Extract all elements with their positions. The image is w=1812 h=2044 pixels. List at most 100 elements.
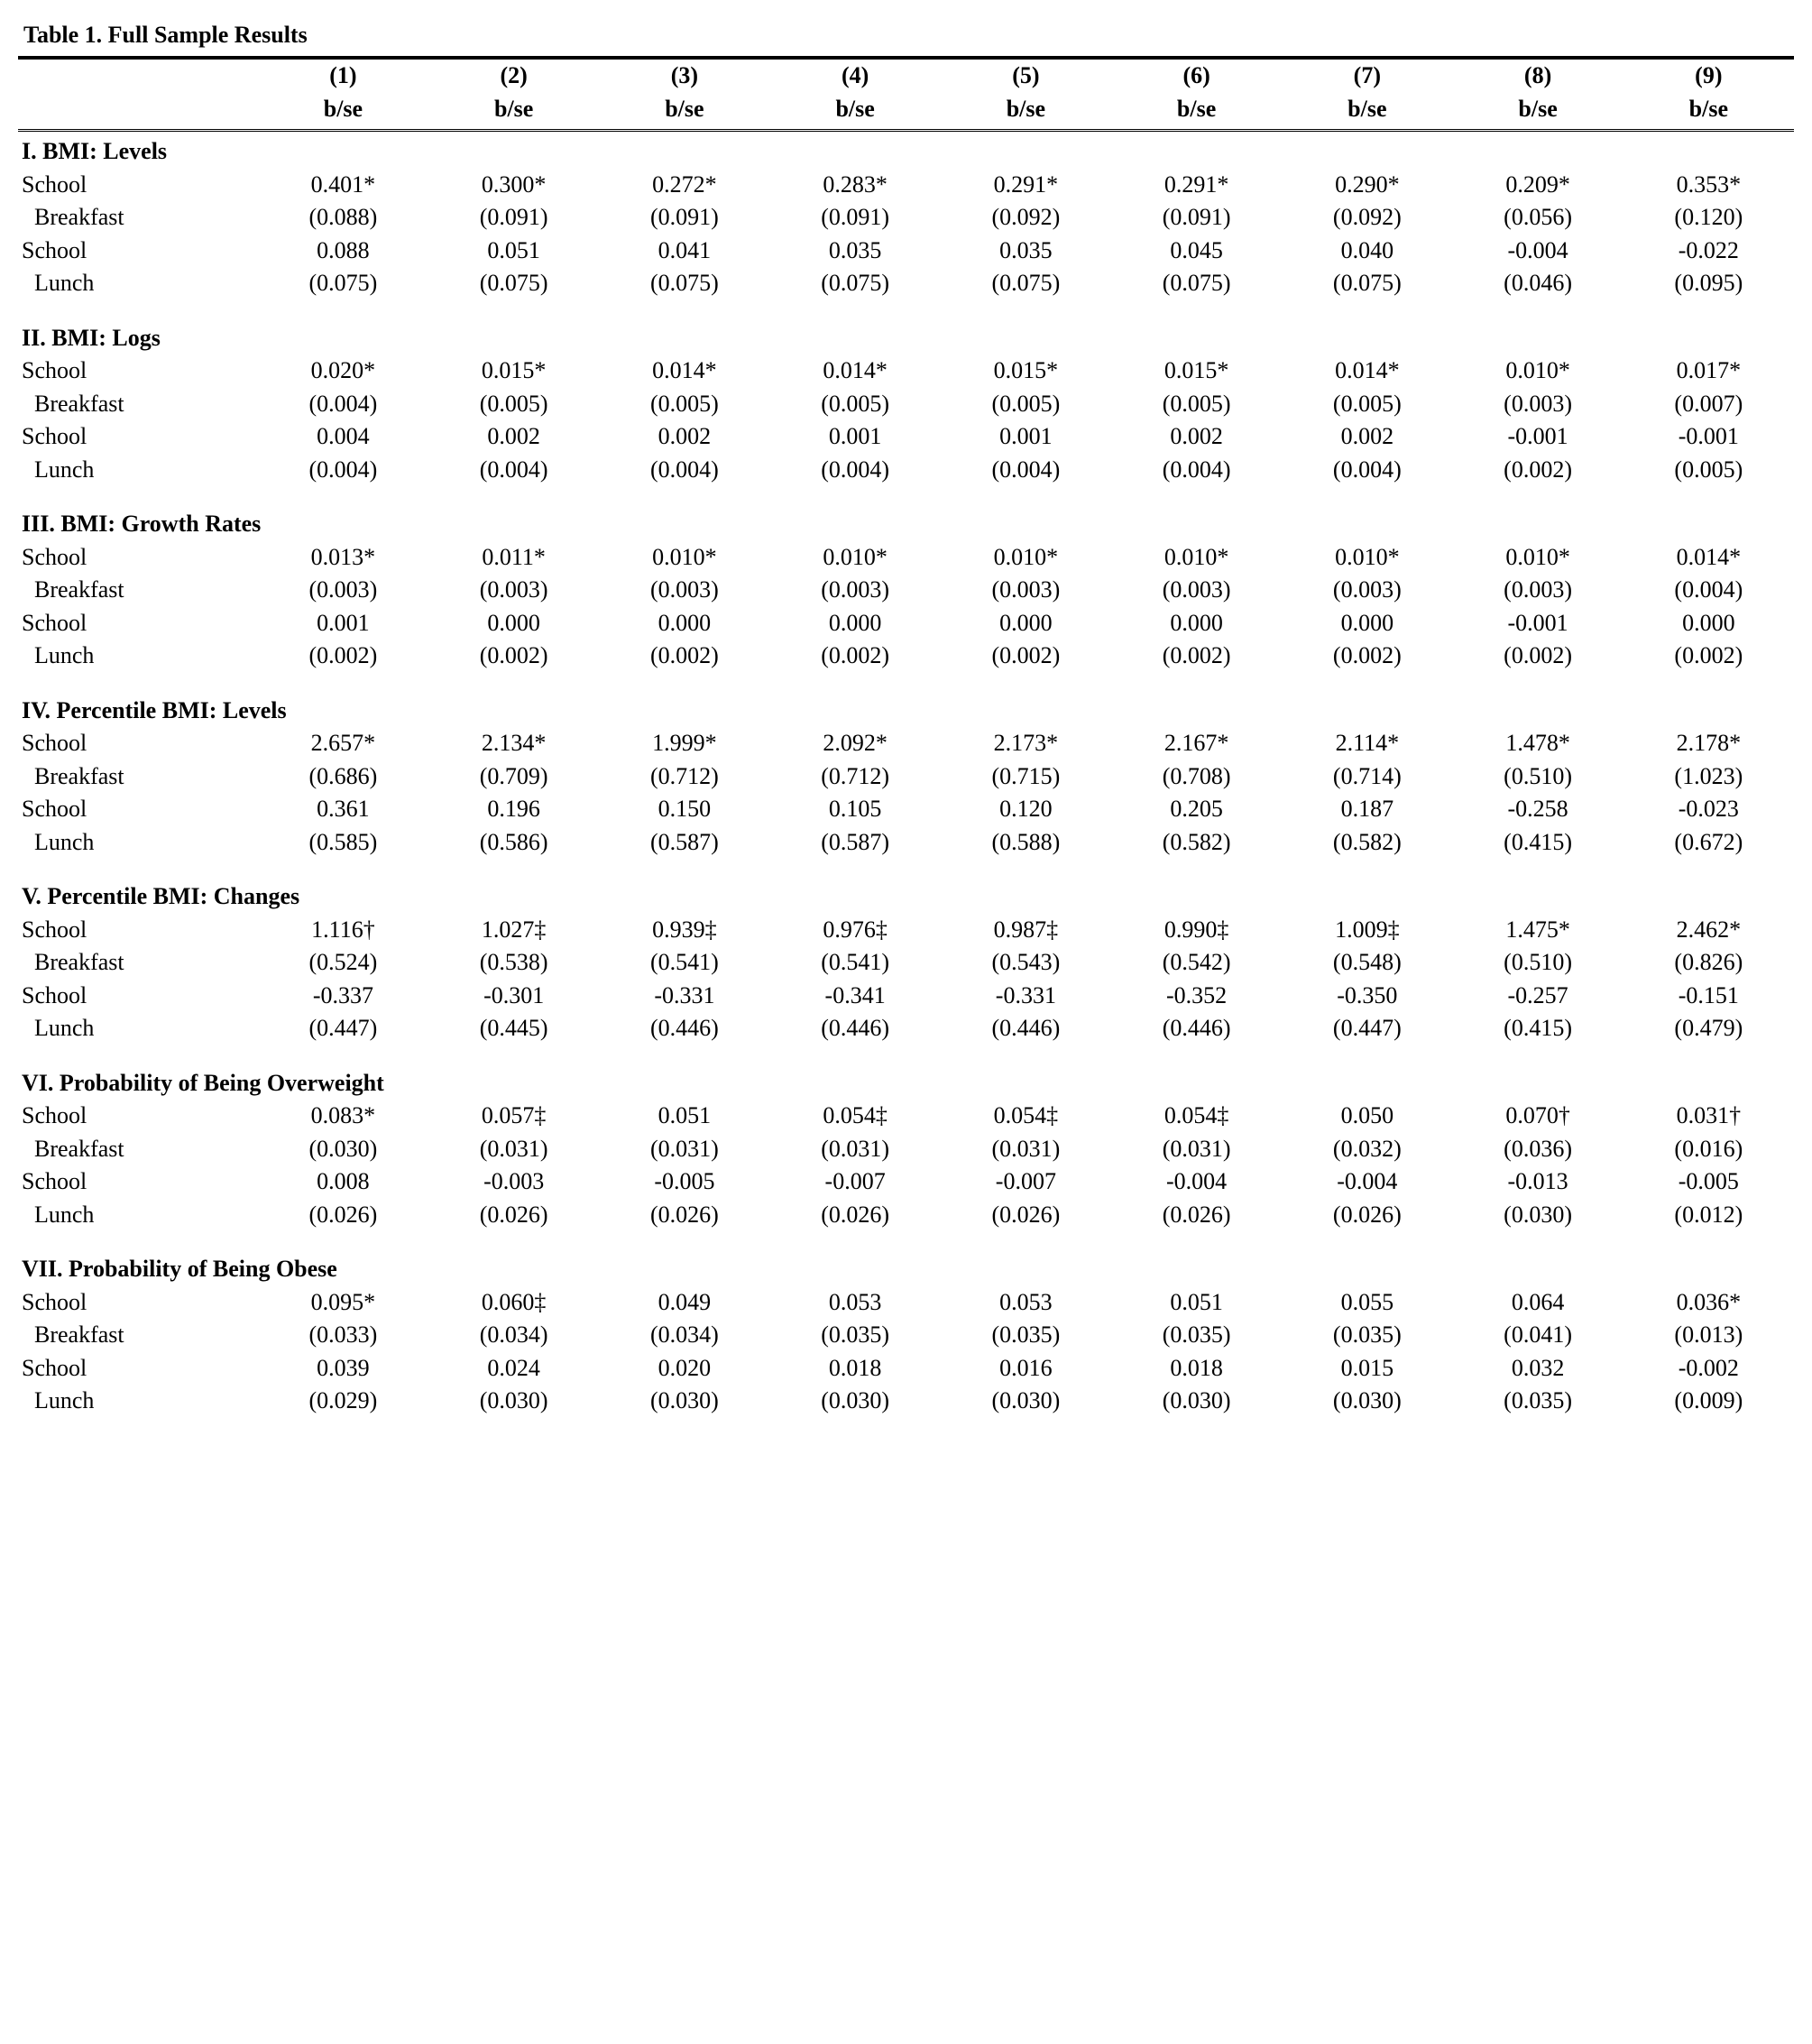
lunch-se-row: Lunch(0.002)(0.002)(0.002)(0.002)(0.002)… — [18, 640, 1794, 673]
cell: 0.010* — [1452, 354, 1623, 388]
cell: -0.001 — [1452, 420, 1623, 454]
col-header: (4) — [770, 59, 941, 93]
row-label: Breakfast — [18, 388, 258, 421]
row-label: Lunch — [18, 267, 258, 300]
cell: (0.002) — [1452, 640, 1623, 673]
cell: 0.095* — [258, 1286, 428, 1320]
col-header: (9) — [1623, 59, 1794, 93]
cell: 0.000 — [941, 607, 1111, 640]
row-label: School — [18, 420, 258, 454]
breakfast-se-row: Breakfast(0.088)(0.091)(0.091)(0.091)(0.… — [18, 201, 1794, 235]
cell: (0.029) — [258, 1385, 428, 1418]
cell: 2.462* — [1623, 914, 1794, 947]
cell: -0.001 — [1623, 420, 1794, 454]
cell: 0.015* — [941, 354, 1111, 388]
breakfast-b-row: School0.083*0.057‡0.0510.054‡0.054‡0.054… — [18, 1100, 1794, 1133]
lunch-se-row: Lunch(0.026)(0.026)(0.026)(0.026)(0.026)… — [18, 1199, 1794, 1232]
panel-heading-row: III. BMI: Growth Rates — [18, 486, 1794, 541]
cell: -0.022 — [1623, 235, 1794, 268]
cell: (0.446) — [941, 1012, 1111, 1045]
col-subheader: b/se — [1623, 93, 1794, 131]
cell: 0.051 — [1111, 1286, 1282, 1320]
cell: (0.709) — [428, 760, 599, 794]
cell: (0.005) — [1623, 454, 1794, 487]
cell: (0.030) — [1282, 1385, 1452, 1418]
row-label: School — [18, 1100, 258, 1133]
cell: 0.002 — [1282, 420, 1452, 454]
cell: (0.091) — [599, 201, 769, 235]
col-subheader: b/se — [941, 93, 1111, 131]
cell: 0.014* — [1623, 541, 1794, 575]
cell: -0.258 — [1452, 793, 1623, 826]
panel-heading: IV. Percentile BMI: Levels — [18, 673, 1794, 728]
cell: -0.337 — [258, 980, 428, 1013]
cell: (0.030) — [1452, 1199, 1623, 1232]
cell: -0.352 — [1111, 980, 1282, 1013]
col-header: (6) — [1111, 59, 1282, 93]
cell: 0.041 — [599, 235, 769, 268]
cell: (0.075) — [1111, 267, 1282, 300]
cell: (0.030) — [428, 1385, 599, 1418]
cell: 0.002 — [599, 420, 769, 454]
cell: (1.023) — [1623, 760, 1794, 794]
row-label: Breakfast — [18, 201, 258, 235]
cell: (0.075) — [428, 267, 599, 300]
cell: 0.014* — [599, 354, 769, 388]
cell: (0.031) — [941, 1133, 1111, 1166]
col-subheader: b/se — [1452, 93, 1623, 131]
cell: (0.447) — [258, 1012, 428, 1045]
header-blank — [18, 93, 258, 131]
cell: (0.004) — [258, 388, 428, 421]
cell: (0.479) — [1623, 1012, 1794, 1045]
cell: (0.095) — [1623, 267, 1794, 300]
cell: (0.672) — [1623, 826, 1794, 860]
cell: 0.015* — [1111, 354, 1282, 388]
cell: 0.290* — [1282, 169, 1452, 202]
cell: (0.585) — [258, 826, 428, 860]
breakfast-b-row: School2.657*2.134*1.999*2.092*2.173*2.16… — [18, 727, 1794, 760]
cell: (0.075) — [599, 267, 769, 300]
cell: (0.091) — [428, 201, 599, 235]
breakfast-se-row: Breakfast(0.524)(0.538)(0.541)(0.541)(0.… — [18, 946, 1794, 980]
breakfast-b-row: School0.095*0.060‡0.0490.0530.0530.0510.… — [18, 1286, 1794, 1320]
col-header: (2) — [428, 59, 599, 93]
cell: (0.031) — [770, 1133, 941, 1166]
breakfast-se-row: Breakfast(0.003)(0.003)(0.003)(0.003)(0.… — [18, 574, 1794, 607]
results-table: (1)(2)(3)(4)(5)(6)(7)(8)(9) b/seb/seb/se… — [18, 58, 1794, 1418]
cell: -0.002 — [1623, 1352, 1794, 1386]
cell: 2.092* — [770, 727, 941, 760]
cell: (0.002) — [1111, 640, 1282, 673]
cell: (0.541) — [770, 946, 941, 980]
cell: (0.587) — [599, 826, 769, 860]
cell: (0.708) — [1111, 760, 1282, 794]
panel-heading-row: I. BMI: Levels — [18, 131, 1794, 169]
cell: 0.035 — [770, 235, 941, 268]
cell: 0.036* — [1623, 1286, 1794, 1320]
cell: 0.032 — [1452, 1352, 1623, 1386]
lunch-b-row: School0.008-0.003-0.005-0.007-0.007-0.00… — [18, 1165, 1794, 1199]
cell: 0.291* — [1111, 169, 1282, 202]
cell: 0.209* — [1452, 169, 1623, 202]
cell: 0.051 — [599, 1100, 769, 1133]
cell: (0.033) — [258, 1319, 428, 1352]
cell: 0.051 — [428, 235, 599, 268]
cell: (0.002) — [1623, 640, 1794, 673]
cell: 0.002 — [1111, 420, 1282, 454]
cell: 0.283* — [770, 169, 941, 202]
cell: (0.005) — [428, 388, 599, 421]
cell: (0.446) — [599, 1012, 769, 1045]
col-subheader: b/se — [770, 93, 941, 131]
cell: 0.049 — [599, 1286, 769, 1320]
cell: (0.091) — [1111, 201, 1282, 235]
col-subheader: b/se — [258, 93, 428, 131]
cell: -0.003 — [428, 1165, 599, 1199]
cell: 0.187 — [1282, 793, 1452, 826]
cell: 0.205 — [1111, 793, 1282, 826]
panel-heading: III. BMI: Growth Rates — [18, 486, 1794, 541]
panel-heading-row: II. BMI: Logs — [18, 300, 1794, 355]
row-label: Breakfast — [18, 1133, 258, 1166]
breakfast-se-row: Breakfast(0.004)(0.005)(0.005)(0.005)(0.… — [18, 388, 1794, 421]
cell: -0.005 — [1623, 1165, 1794, 1199]
cell: (0.003) — [770, 574, 941, 607]
col-header: (5) — [941, 59, 1111, 93]
